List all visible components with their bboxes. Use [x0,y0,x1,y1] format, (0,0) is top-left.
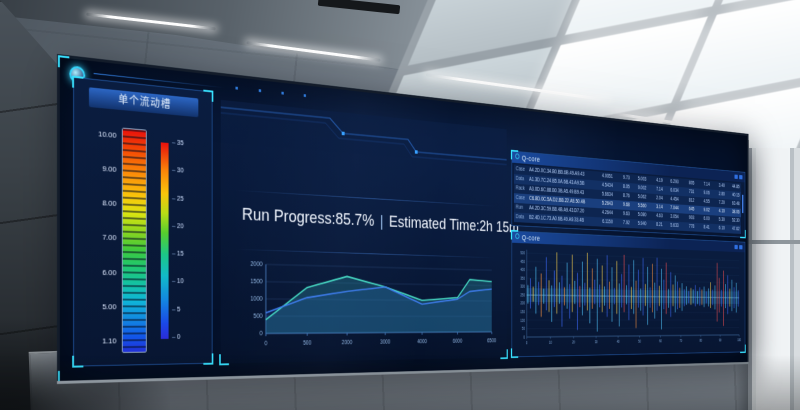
svg-text:50: 50 [638,340,641,344]
scale-label: 8.00 [102,198,117,209]
thermometer-gauge: 10.00 9.00 8.00 7.00 6.00 5.00 1.10 35 30 25 20 15… [74,119,212,357]
table-cell-value: 778 [688,223,695,230]
colorbar-tick-label: 25 [172,195,184,202]
svg-text:20: 20 [572,340,575,344]
svg-text:2000: 2000 [342,340,353,346]
svg-text:50: 50 [522,327,525,331]
colorbar-tick-label: 15 [172,251,184,258]
expand-icon [739,174,743,180]
scale-label: 7.00 [102,233,117,243]
svg-text:6000: 6000 [453,338,463,344]
svg-text:250: 250 [520,293,525,297]
table-scrollbar [741,184,744,235]
table-cell-value: 7.92 [622,220,630,226]
table-cell-value: 6.1150 [602,219,613,225]
svg-text:450: 450 [520,259,525,263]
svg-text:90: 90 [719,339,722,343]
svg-text:60: 60 [659,339,662,343]
progress-panel: Run Progress:85.7% | Estimated Time:2h 15m… [219,99,519,366]
colorbar-tick-label: 20 [172,223,184,230]
expand-icon [739,245,743,250]
run-progress-readout: Run Progress:85.7% | Estimated Time:2h 15m [242,205,519,237]
qcore-wave-panel: Q-core 500 450 400 350 300 250 200 150 100 50 0 0 10… [510,229,746,359]
svg-text:350: 350 [520,276,525,280]
svg-text:1000: 1000 [250,296,263,303]
svg-text:2000: 2000 [250,262,263,269]
colorbar [160,142,169,340]
svg-text:3000: 3000 [380,339,390,345]
doorway-bright-wall [748,148,800,410]
colorbar-tick-label: 35 [172,139,184,147]
svg-text:6500: 6500 [487,338,496,344]
svg-text:4000: 4000 [417,339,427,345]
table-cell-label: Data [515,214,525,221]
svg-text:200: 200 [520,302,525,306]
svg-text:80: 80 [700,339,703,343]
scale-label: 9.00 [102,164,117,175]
svg-text:10: 10 [549,341,552,345]
svg-text:0: 0 [264,341,267,348]
table-cell-value: 8.21 [656,222,663,228]
scale-label: 1.10 [102,336,117,346]
colorbar-tick-label: 30 [172,167,184,175]
svg-text:40: 40 [617,340,620,344]
svg-text:0: 0 [526,341,528,345]
svg-text:500: 500 [303,340,312,346]
svg-text:300: 300 [520,285,525,289]
svg-text:1500: 1500 [250,279,263,286]
svg-text:500: 500 [253,314,262,321]
minimize-icon [734,174,738,180]
minimize-icon [734,244,738,250]
scale-label: 6.00 [102,267,117,277]
table-cell-value: 47.62 [731,226,740,232]
separator-line [235,189,496,207]
table-cell-value: 5.633 [670,222,679,229]
colorbar-ticks: 35 30 25 20 15 10 5 0 [172,139,184,341]
divider: | [379,212,384,231]
ceiling-panel [680,0,800,101]
thermometer-scale-labels: 10.00 9.00 8.00 7.00 6.00 5.00 1.10 [80,128,117,346]
qcore-table-panel: Q-core Case A4.2D.0C.34.B0.BB.6B.49.A9.43… [510,149,746,239]
run-progress-text: Run Progress:85.7% [241,204,375,231]
table-cell-value: 5.940 [637,221,647,227]
colorbar-tick-label: 0 [172,334,184,341]
table-cell-value: 8.41 [703,224,710,231]
table-cell-value: 6.10 [718,225,725,231]
bottom-vignette [0,355,800,410]
flow-gauge-panel: 单个流动槽 10.00 9.00 8.00 7.00 6.00 5.00 1.10 35 30… [72,75,214,368]
svg-text:0: 0 [260,331,263,338]
wall-display: 单个流动槽 10.00 9.00 8.00 7.00 6.00 5.00 1.10 35 30… [57,54,749,384]
screen-corner-bracket [57,55,70,69]
flow-gauge-title: 单个流动槽 [88,87,199,118]
circuit-deco-line [221,100,507,170]
thermometer-bar [121,127,147,353]
svg-text:100: 100 [737,338,741,342]
svg-text:100: 100 [520,318,525,322]
scale-label: 10.00 [98,129,117,140]
svg-text:70: 70 [680,339,683,343]
svg-text:500: 500 [520,251,525,255]
flow-area-chart: 0 500 1000 1500 2000 0 500 2000 3000 4000 6000 6500 [250,262,496,348]
estimated-time-text: Estimated Time:2h 15m [388,212,519,237]
svg-text:0: 0 [523,335,525,339]
dashboard-screen: 单个流动槽 10.00 9.00 8.00 7.00 6.00 5.00 1.10 35 30… [57,54,749,384]
bezel-deco-dots [235,86,306,98]
svg-text:30: 30 [595,340,598,344]
svg-text:400: 400 [520,268,525,272]
colorbar-tick-label: 5 [172,306,184,313]
colorbar-tick-label: 10 [172,279,184,286]
svg-text:150: 150 [520,310,525,314]
scale-label: 5.00 [102,302,117,311]
